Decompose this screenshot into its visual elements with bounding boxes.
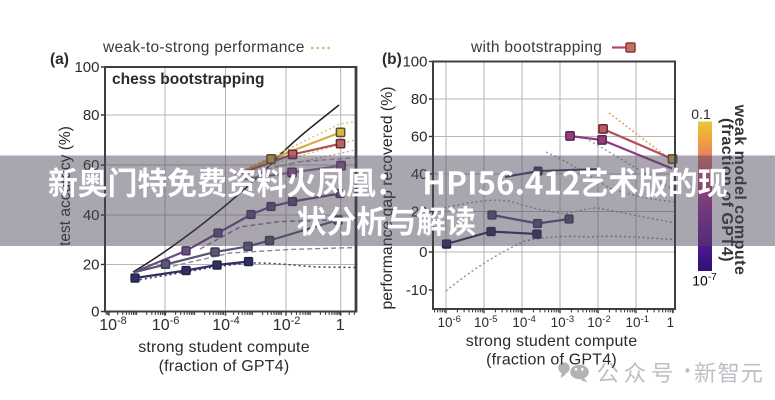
svg-text:40: 40 <box>411 166 428 183</box>
svg-text:0: 0 <box>91 304 99 321</box>
svg-text:80: 80 <box>83 107 100 124</box>
svg-text:with bootstrapping: with bootstrapping <box>470 39 602 56</box>
svg-text:strong student compute: strong student compute <box>138 339 310 356</box>
svg-text:100: 100 <box>402 54 427 71</box>
svg-text:(fraction of GPT4): (fraction of GPT4) <box>718 118 735 262</box>
svg-text:60: 60 <box>411 129 428 146</box>
svg-text:-10: -10 <box>406 282 428 299</box>
svg-text:80: 80 <box>411 91 428 108</box>
svg-text:chess bootstrapping: chess bootstrapping <box>112 71 264 88</box>
svg-text:weak-to-strong performance: weak-to-strong performance <box>102 39 305 56</box>
svg-text:performance gap recovered (%): performance gap recovered (%) <box>379 86 396 309</box>
svg-text:weak model compute: weak model compute <box>731 104 748 276</box>
svg-text:(b): (b) <box>382 51 402 68</box>
svg-text:0: 0 <box>419 244 427 261</box>
svg-text:(fraction of GPT4): (fraction of GPT4) <box>486 352 617 369</box>
svg-text:(a): (a) <box>50 51 69 68</box>
svg-text:(fraction of GPT4): (fraction of GPT4) <box>159 358 290 375</box>
svg-text:0.1: 0.1 <box>691 106 711 122</box>
svg-text:strong student compute: strong student compute <box>466 333 638 350</box>
svg-text:100: 100 <box>74 59 99 76</box>
svg-text:40: 40 <box>83 207 100 224</box>
svg-text:1: 1 <box>667 315 675 330</box>
svg-text:1: 1 <box>336 317 345 334</box>
svg-text:20: 20 <box>83 257 100 274</box>
